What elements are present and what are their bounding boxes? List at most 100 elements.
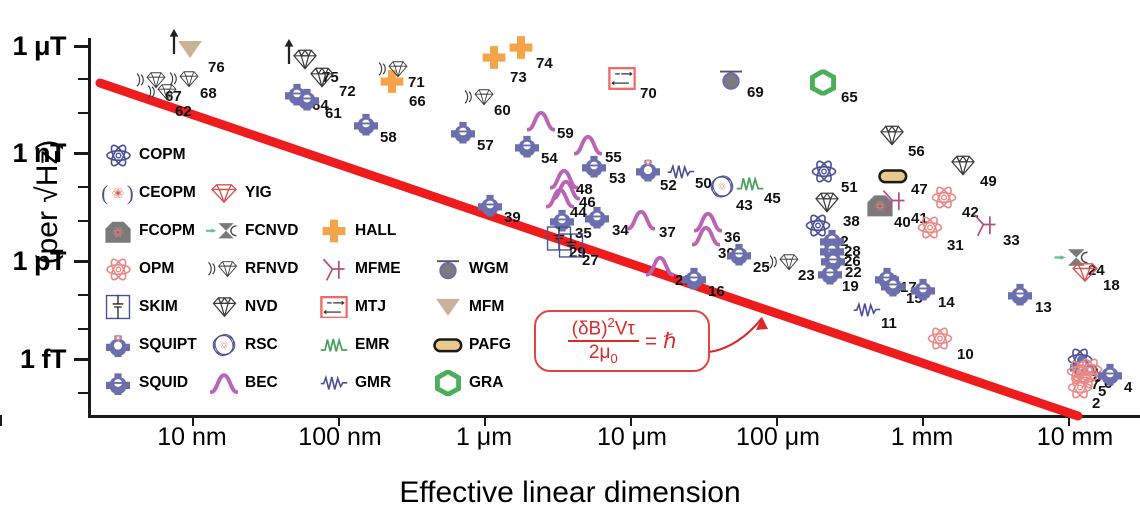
data-point-number: 48 <box>576 181 593 198</box>
legend-item-squipt[interactable]: SQUIPT <box>100 326 197 364</box>
squid-marker-icon <box>515 134 539 163</box>
data-point-number: 28 <box>844 243 861 260</box>
legend-item-bec[interactable]: BEC <box>206 364 278 402</box>
squid-marker-icon <box>1008 282 1032 311</box>
legend-item-copm[interactable]: COPM <box>100 136 186 174</box>
bec-marker-icon <box>549 168 579 195</box>
legend-item-gmr[interactable]: GMR <box>316 364 391 402</box>
data-point-number: 45 <box>764 190 781 207</box>
data-point-number: 16 <box>708 283 725 300</box>
data-point-number: 34 <box>612 222 629 239</box>
x-tick <box>192 415 194 426</box>
rfnvd-marker-icon <box>145 82 180 108</box>
data-point-number: 7 <box>1091 376 1100 393</box>
squid-marker-icon <box>1098 362 1122 391</box>
hall-marker-icon <box>481 45 507 76</box>
legend-label: COPM <box>139 146 186 163</box>
data-point-number: 70 <box>640 85 657 102</box>
data-point-number: 59 <box>557 125 574 142</box>
data-point-number: 71 <box>408 74 425 91</box>
legend-item-fcnvd[interactable]: FCNVD <box>206 212 298 250</box>
upper-bound-arrow-icon <box>283 38 295 69</box>
legend-label: MFME <box>355 260 401 277</box>
y-tick-minor <box>78 294 89 296</box>
data-point-number: 73 <box>510 69 527 86</box>
wgm-disk-icon <box>430 254 466 284</box>
legend-item-mfme[interactable]: MFME <box>316 250 401 288</box>
legend-item-fcopm[interactable]: FCOPM <box>100 212 195 250</box>
mtj-marker-icon <box>608 67 636 95</box>
legend-item-rfnvd[interactable]: RFNVD <box>206 250 298 288</box>
formula-fraction: (δB)2Vτ 2μ0 <box>567 316 639 366</box>
squid-marker-icon <box>585 205 609 234</box>
data-point-number: 33 <box>1003 232 1020 249</box>
emr-marker-icon <box>736 174 764 199</box>
data-point-number: 39 <box>504 209 521 226</box>
y-tick-minor <box>78 328 89 330</box>
legend-item-mtj[interactable]: MTJ <box>316 288 386 326</box>
y-axis-line <box>88 38 91 418</box>
bec-marker-icon <box>693 211 723 238</box>
opm-marker-icon <box>931 184 958 216</box>
data-point-number: 60 <box>494 102 511 119</box>
x-axis-line <box>88 415 1140 418</box>
x-tick <box>484 415 486 426</box>
bec-marker-icon <box>526 110 556 137</box>
legend-item-wgm[interactable]: WGM <box>430 250 509 288</box>
legend-item-nvd[interactable]: NVD <box>206 288 278 326</box>
data-point-number: 46 <box>579 194 596 211</box>
data-point-number: 66 <box>409 93 426 110</box>
legend-item-skim[interactable]: SKIM <box>100 288 178 326</box>
data-point-number: 49 <box>980 173 997 190</box>
legend-label: BEC <box>245 374 278 391</box>
orange-cross-icon <box>316 216 352 246</box>
x-tick-label-10nm: 10 nm <box>157 423 227 451</box>
y-tick-label-microtesla: 1 μT <box>12 31 66 61</box>
diamond-icon <box>206 292 242 322</box>
x-tick <box>1068 415 1070 426</box>
data-point-number: 51 <box>841 179 858 196</box>
legend-item-ceopm[interactable]: ( ) CEOPM <box>100 174 196 212</box>
data-point-number: 50 <box>695 175 712 192</box>
x-tick-label-10um: 10 μm <box>597 423 667 451</box>
svg-text:): ) <box>127 182 134 205</box>
gmr-marker-icon <box>667 162 695 187</box>
y-tick-major <box>74 152 89 155</box>
data-point-number: 14 <box>938 294 955 311</box>
data-point-number: 72 <box>339 83 356 100</box>
upper-bound-arrow-icon <box>168 28 180 59</box>
data-point-number: 31 <box>947 237 964 254</box>
x-tick <box>776 415 778 426</box>
data-point-number: 56 <box>908 143 925 160</box>
legend-item-pafg[interactable]: PAFG <box>430 326 511 364</box>
data-point-number: 62 <box>175 103 192 120</box>
legend-item-yig[interactable]: YIG <box>206 174 272 212</box>
fcnvd-marker-icon <box>1054 247 1094 274</box>
legend-label: GMR <box>355 374 392 391</box>
data-point-number: 25 <box>753 259 770 276</box>
atom-blue-icon <box>100 140 136 170</box>
legend-label: EMR <box>355 336 390 353</box>
data-point-number: 68 <box>200 85 217 102</box>
data-point-number: 44 <box>570 204 587 221</box>
legend-label: MTJ <box>355 298 386 315</box>
gmr-marker-icon <box>853 300 881 325</box>
data-point-number: 76 <box>208 59 225 76</box>
legend-item-emr[interactable]: EMR <box>316 326 389 364</box>
legend-item-hall[interactable]: HALL <box>316 212 396 250</box>
y-tick-minor <box>78 392 89 394</box>
data-point-number: 35 <box>575 225 592 242</box>
data-point-number: 58 <box>380 129 397 146</box>
legend-item-mfm[interactable]: MFM <box>430 288 504 326</box>
legend-item-squid[interactable]: SQUID <box>100 364 188 402</box>
legend-item-opm[interactable]: OPM <box>100 250 174 288</box>
red-diamond-icon <box>206 178 242 208</box>
legend-item-rsc[interactable]: RSC <box>206 326 278 364</box>
y-tick-minor <box>78 78 89 80</box>
rfnvd-marker-icon <box>134 70 169 96</box>
data-point-number: 11 <box>881 315 897 332</box>
atom-red-icon <box>100 254 136 284</box>
blue-zigzag-icon <box>316 368 352 398</box>
legend-item-gra[interactable]: GRA <box>430 364 503 402</box>
